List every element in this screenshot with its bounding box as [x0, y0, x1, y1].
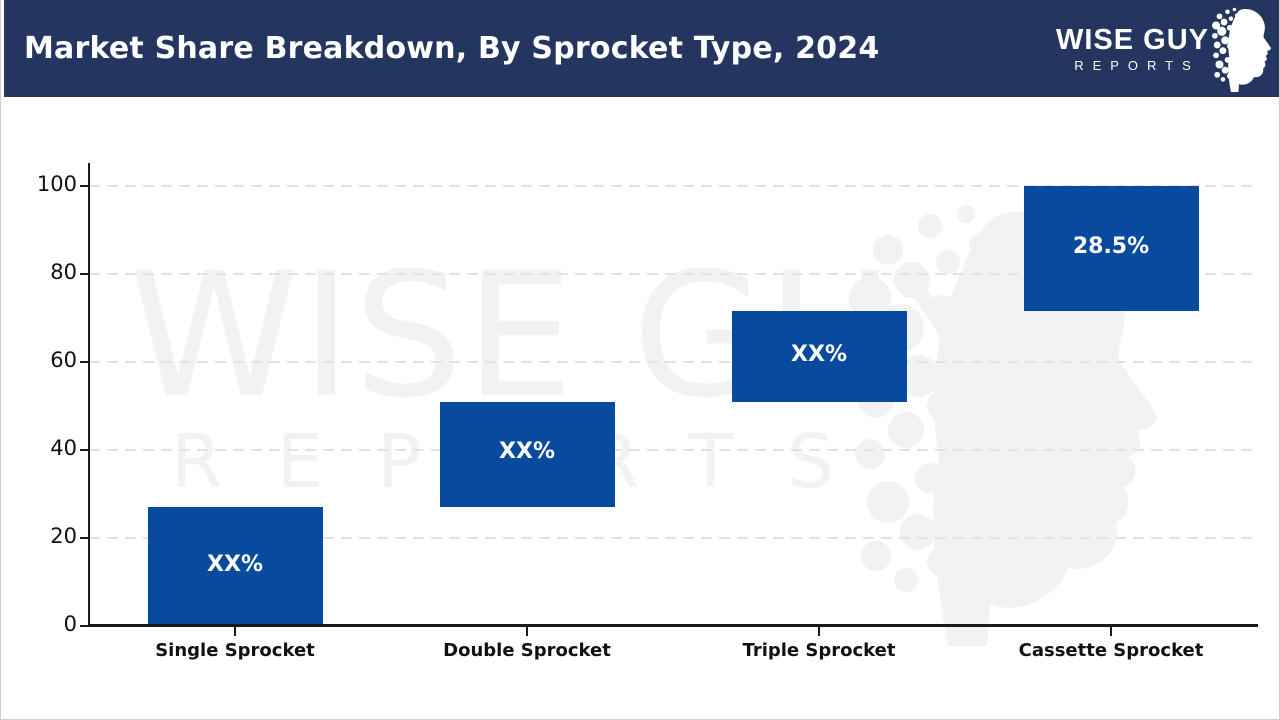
y-tick-0 [80, 625, 89, 627]
gridline-60 [89, 361, 1257, 363]
x-tick-label: Single Sprocket [155, 640, 315, 661]
y-tick-60 [80, 361, 89, 363]
x-tick-0 [234, 627, 236, 636]
y-tick-label-40: 40 [50, 436, 77, 460]
y-tick-80 [80, 273, 89, 275]
brand-subtitle: REPORTS [1074, 57, 1200, 73]
x-tick-label: Triple Sprocket [742, 640, 896, 661]
report-title: Market Share Breakdown, By Sprocket Type… [24, 31, 880, 66]
y-tick-40 [80, 449, 89, 451]
bar-value-label: 28.5% [1072, 233, 1150, 259]
gridline-100 [89, 185, 1257, 187]
brand-face-icon [1212, 7, 1271, 92]
x-tick-1 [526, 627, 528, 636]
x-tick-label: Cassette Sprocket [1018, 640, 1204, 661]
bar-value-label: XX% [791, 341, 847, 367]
y-tick-label-60: 60 [50, 348, 77, 372]
y-tick-label-100: 100 [36, 172, 77, 196]
bar-single-sprocket [147, 507, 323, 626]
report-header: Market Share Breakdown, By Sprocket Type… [4, 0, 1279, 97]
brand-logo: WISE GUY REPORTS [1056, 5, 1275, 93]
bar-value-label: XX% [499, 439, 555, 465]
x-tick-3 [1110, 627, 1112, 636]
brand-logo-text: WISE GUY REPORTS [1055, 23, 1209, 73]
y-tick-label-20: 20 [50, 524, 77, 548]
x-tick-label: Double Sprocket [443, 640, 611, 661]
bar-value-label: XX% [207, 551, 263, 577]
x-axis [88, 624, 1258, 627]
gridline-20 [89, 537, 1257, 539]
gridline-40 [89, 449, 1257, 451]
y-tick-label-80: 80 [50, 260, 77, 284]
y-tick-label-0: 0 [63, 612, 77, 636]
y-tick-20 [80, 537, 89, 539]
y-tick-100 [80, 185, 89, 187]
brand-name: WISE GUY [1055, 23, 1209, 56]
bar-double-sprocket [439, 401, 615, 508]
y-axis [88, 163, 90, 627]
x-tick-2 [818, 627, 820, 636]
gridline-80 [89, 273, 1257, 275]
